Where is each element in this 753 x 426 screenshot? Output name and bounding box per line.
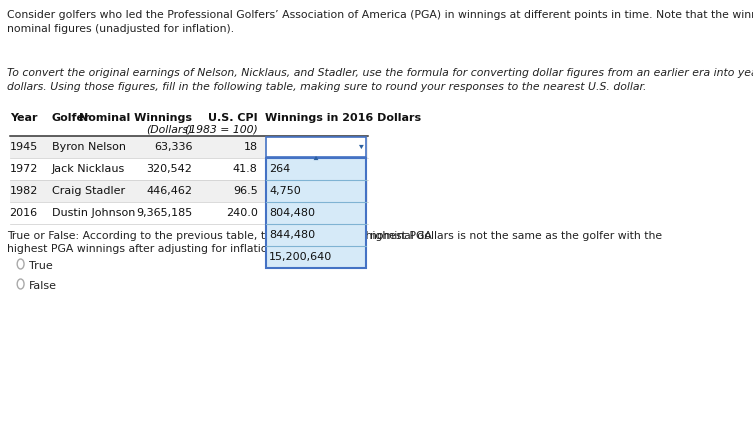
Bar — [266, 138, 366, 158]
Text: dollars. Using those figures, fill in the following table, making sure to round : dollars. Using those figures, fill in th… — [7, 82, 646, 92]
Bar — [10, 137, 367, 158]
Text: 446,462: 446,462 — [146, 186, 192, 196]
Text: 4,750: 4,750 — [269, 207, 300, 218]
Text: True: True — [29, 260, 53, 271]
Bar — [266, 158, 366, 268]
Text: Nominal Winnings: Nominal Winnings — [79, 113, 192, 123]
Text: nominal dollars is not the same as the golfer with the: nominal dollars is not the same as the g… — [370, 230, 662, 240]
Text: 41.8: 41.8 — [233, 164, 258, 173]
Circle shape — [17, 259, 24, 269]
Text: nominal figures (unadjusted for inflation).: nominal figures (unadjusted for inflatio… — [7, 24, 234, 34]
Text: False: False — [29, 280, 57, 290]
Text: highest PGA winnings after adjusting for inflation.: highest PGA winnings after adjusting for… — [7, 243, 278, 253]
Bar — [10, 181, 367, 202]
Text: Consider golfers who led the Professional Golfers’ Association of America (PGA) : Consider golfers who led the Professiona… — [7, 10, 753, 20]
Text: Year: Year — [10, 113, 37, 123]
Polygon shape — [359, 146, 364, 150]
Text: 2016: 2016 — [10, 207, 38, 218]
Text: 63,336: 63,336 — [154, 142, 192, 152]
Text: 264: 264 — [269, 164, 290, 173]
Text: 844,480: 844,480 — [270, 230, 316, 239]
Text: Craig Stadler: Craig Stadler — [51, 186, 125, 196]
Text: 9,365,185: 9,365,185 — [136, 207, 192, 218]
Text: U.S. CPI: U.S. CPI — [208, 113, 258, 123]
Polygon shape — [359, 211, 364, 216]
Text: 96.5: 96.5 — [233, 186, 258, 196]
Text: Jack Nicklaus: Jack Nicklaus — [51, 164, 125, 173]
Text: 1972: 1972 — [10, 164, 38, 173]
Bar — [266, 160, 366, 180]
Text: 804,480: 804,480 — [270, 207, 316, 218]
Text: True or False: According to the previous table, the golfer with the highest PGA: True or False: According to the previous… — [7, 230, 431, 240]
Text: Golfer: Golfer — [51, 113, 90, 123]
Bar — [266, 204, 366, 224]
Text: 1945: 1945 — [10, 142, 38, 152]
Bar — [266, 181, 366, 201]
Text: 18: 18 — [243, 142, 258, 152]
Text: 264: 264 — [270, 164, 291, 173]
Text: Dustin Johnson: Dustin Johnson — [51, 207, 135, 218]
Text: (Dollars): (Dollars) — [146, 124, 192, 134]
Polygon shape — [359, 167, 364, 172]
Text: (1983 = 100): (1983 = 100) — [185, 124, 258, 134]
Text: 1982: 1982 — [10, 186, 38, 196]
Text: 240.0: 240.0 — [226, 207, 258, 218]
Text: Winnings in 2016 Dollars: Winnings in 2016 Dollars — [264, 113, 421, 123]
Text: 320,542: 320,542 — [147, 164, 192, 173]
Polygon shape — [359, 190, 364, 194]
Text: Byron Nelson: Byron Nelson — [51, 142, 126, 152]
Polygon shape — [313, 156, 319, 161]
Text: 15,200,640: 15,200,640 — [270, 251, 333, 262]
Text: To convert the original earnings of Nelson, Nicklaus, and Stadler, use the formu: To convert the original earnings of Nels… — [7, 68, 753, 78]
Circle shape — [17, 279, 24, 289]
Text: 4,750: 4,750 — [270, 186, 301, 196]
